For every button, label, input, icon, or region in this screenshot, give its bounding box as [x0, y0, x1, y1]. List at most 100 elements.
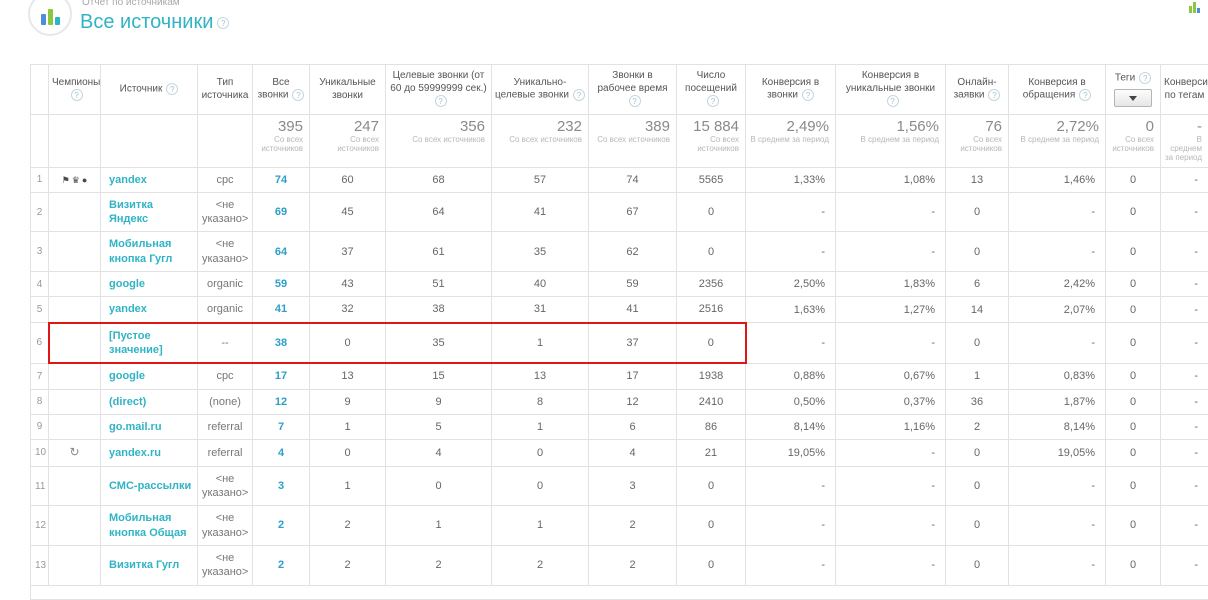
- help-icon[interactable]: ?: [629, 95, 641, 107]
- cell-tags: 0: [1106, 167, 1161, 192]
- col-header-target[interactable]: Целевые звонки (от 60 до 59999999 сек.)?: [386, 65, 492, 115]
- col-header-type[interactable]: Тип источника: [198, 65, 253, 115]
- cell-conv_tags: -: [1161, 297, 1208, 323]
- cell-unique: 0: [310, 440, 386, 467]
- source-link[interactable]: (direct): [109, 396, 146, 408]
- summary-source: [101, 115, 198, 168]
- cell-unique: 60: [310, 167, 386, 192]
- cell-conv_tags: -: [1161, 272, 1208, 297]
- calls-value-link[interactable]: 7: [278, 421, 284, 433]
- help-icon[interactable]: ?: [71, 89, 83, 101]
- report-subtitle: Отчет по источникам: [82, 0, 180, 8]
- cell-target: 1: [386, 506, 492, 546]
- calls-value-link[interactable]: 59: [275, 278, 287, 290]
- help-icon[interactable]: ?: [435, 95, 447, 107]
- help-icon[interactable]: ?: [1139, 72, 1151, 84]
- cell-unique_target: 0: [492, 466, 589, 506]
- help-icon[interactable]: ?: [887, 95, 899, 107]
- cell-conv_calls: -: [746, 232, 836, 272]
- calls-value-link[interactable]: 74: [275, 174, 287, 186]
- cell-champions: [49, 272, 101, 297]
- col-header-online[interactable]: Онлайн-заявки?: [946, 65, 1009, 115]
- calls-value-link[interactable]: 38: [275, 337, 287, 349]
- col-header-unique[interactable]: Уникальные звонки: [310, 65, 386, 115]
- source-link[interactable]: yandex: [109, 303, 147, 315]
- cell-conv_calls: -: [746, 192, 836, 232]
- source-link[interactable]: [Пустое значение]: [109, 330, 163, 356]
- help-icon[interactable]: ?: [166, 83, 178, 95]
- title-help-icon[interactable]: ?: [217, 17, 229, 29]
- source-link[interactable]: Мобильная кнопка Гугл: [109, 238, 172, 264]
- cell-work: 12: [589, 389, 677, 414]
- col-header-calls[interactable]: Все звонки?: [253, 65, 310, 115]
- cell-visits: 0: [677, 545, 746, 585]
- calls-value-link[interactable]: 17: [275, 370, 287, 382]
- cell-visits: 86: [677, 414, 746, 439]
- calls-value-link[interactable]: 2: [278, 559, 284, 571]
- col-header-conv_unique[interactable]: Конверсия в уникальные звонки?: [836, 65, 946, 115]
- help-icon[interactable]: ?: [802, 89, 814, 101]
- calls-value-link[interactable]: 12: [275, 396, 287, 408]
- help-icon[interactable]: ?: [1079, 89, 1091, 101]
- cell-online: 0: [946, 440, 1009, 467]
- col-header-champions[interactable]: Чемпионы?: [49, 65, 101, 115]
- cell-num: 9: [31, 414, 49, 439]
- tags-filter-button[interactable]: [1114, 89, 1152, 107]
- cell-conv_calls: 0,50%: [746, 389, 836, 414]
- col-header-source[interactable]: Источник?: [101, 65, 198, 115]
- cell-conv_unique: 0,67%: [836, 363, 946, 389]
- cell-online: 36: [946, 389, 1009, 414]
- col-header-conv_tags[interactable]: Конверсия по тегам: [1161, 65, 1208, 115]
- source-link[interactable]: yandex.ru: [109, 447, 161, 459]
- cell-champions: [49, 232, 101, 272]
- source-link[interactable]: СМС-рассылки: [109, 480, 191, 492]
- summary-value: -: [1164, 118, 1202, 135]
- cell-champions: [49, 545, 101, 585]
- cell-target: 51: [386, 272, 492, 297]
- source-link[interactable]: yandex: [109, 174, 147, 186]
- cell-online: 0: [946, 545, 1009, 585]
- col-header-tags[interactable]: Теги?: [1106, 65, 1161, 115]
- source-link[interactable]: Визитка Яндекс: [109, 199, 153, 225]
- source-link[interactable]: Мобильная кнопка Общая: [109, 512, 187, 538]
- summary-conv_appeals: 2,72%В среднем за период: [1009, 115, 1106, 168]
- help-icon[interactable]: ?: [707, 95, 719, 107]
- calls-value-link[interactable]: 4: [278, 447, 284, 459]
- col-header-conv_calls[interactable]: Конверсия в звонки?: [746, 65, 836, 115]
- cell-calls: 2: [253, 506, 310, 546]
- col-header-work[interactable]: Звонки в рабочее время?: [589, 65, 677, 115]
- source-link[interactable]: go.mail.ru: [109, 421, 162, 433]
- cell-source: СМС-рассылки: [101, 466, 198, 506]
- col-header-unique_target[interactable]: Уникально-целевые звонки?: [492, 65, 589, 115]
- cell-conv_unique: 1,16%: [836, 414, 946, 439]
- help-icon[interactable]: ?: [988, 89, 1000, 101]
- calls-value-link[interactable]: 41: [275, 303, 287, 315]
- cell-visits: 2516: [677, 297, 746, 323]
- calls-value-link[interactable]: 3: [278, 480, 284, 492]
- col-label: Все звонки: [258, 77, 290, 101]
- cell-num: 10: [31, 440, 49, 467]
- col-header-conv_appeals[interactable]: Конверсия в обращения?: [1009, 65, 1106, 115]
- col-header-visits[interactable]: Число посещений?: [677, 65, 746, 115]
- help-icon[interactable]: ?: [292, 89, 304, 101]
- calls-value-link[interactable]: 2: [278, 519, 284, 531]
- calls-value-link[interactable]: 69: [275, 206, 287, 218]
- cell-type: cpc: [198, 167, 253, 192]
- cell-conv_unique: -: [836, 323, 946, 364]
- help-icon[interactable]: ?: [573, 89, 585, 101]
- source-link[interactable]: Визитка Гугл: [109, 559, 179, 571]
- cell-source: (direct): [101, 389, 198, 414]
- source-link[interactable]: google: [109, 278, 145, 290]
- cell-work: 41: [589, 297, 677, 323]
- source-link[interactable]: google: [109, 370, 145, 382]
- cell-conv_tags: -: [1161, 363, 1208, 389]
- summary-value: 395: [256, 118, 303, 135]
- cell-unique_target: 40: [492, 272, 589, 297]
- calls-value-link[interactable]: 64: [275, 246, 287, 258]
- mini-chart-icon[interactable]: [1189, 1, 1200, 13]
- summary-value: 0: [1109, 118, 1154, 135]
- cell-online: 2: [946, 414, 1009, 439]
